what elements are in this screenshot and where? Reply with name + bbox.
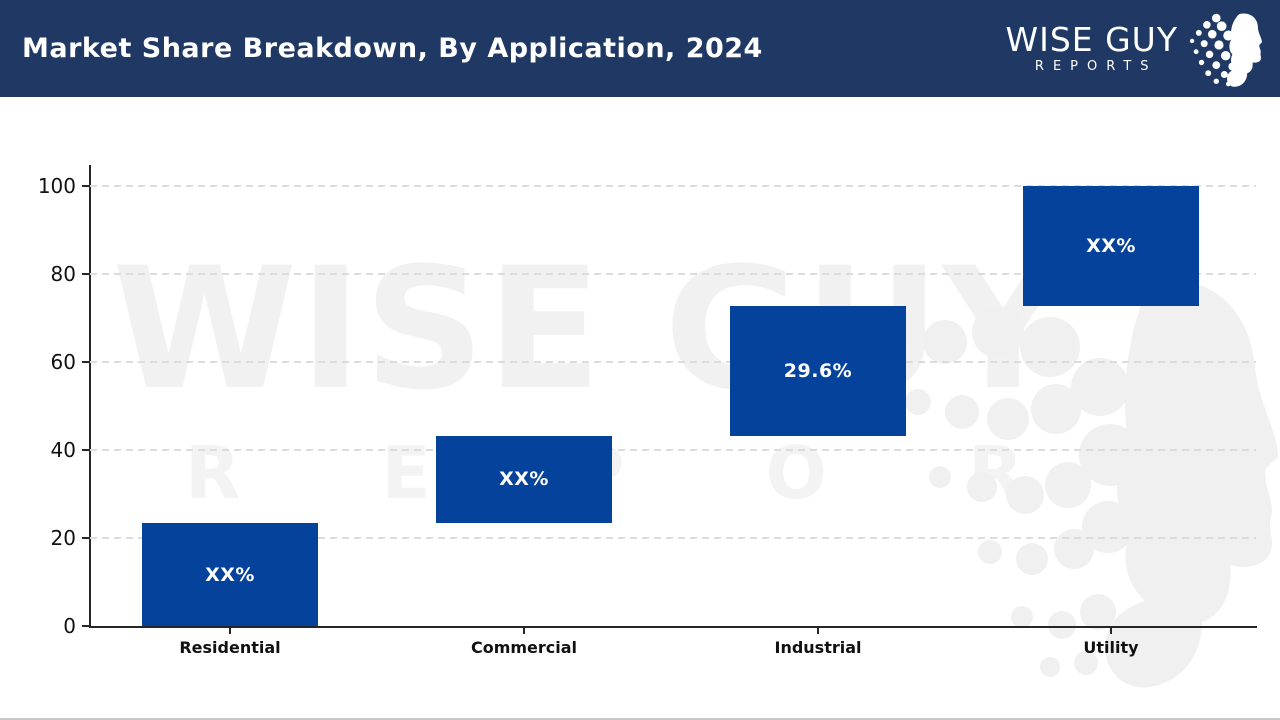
bar-industrial: 29.6% [730, 305, 906, 436]
logo-subtitle: REPORTS [1034, 59, 1158, 75]
wiseguy-logo-text: WISE GUY REPORTS [1005, 19, 1178, 75]
x-tick-mark-industrial [817, 628, 819, 634]
x-axis-label-utility: Utility [1083, 638, 1139, 657]
y-tick-label-100: 100 [37, 174, 76, 198]
bar-utility: XX% [1023, 186, 1199, 306]
y-tick-mark-60 [82, 361, 90, 363]
bar-residential: XX% [142, 523, 318, 626]
gridline-y-20 [90, 537, 1256, 539]
gridline-y-40 [90, 449, 1256, 451]
chart-title: Market Share Breakdown, By Application, … [22, 33, 763, 64]
x-axis-line [89, 626, 1257, 628]
y-tick-label-0: 0 [63, 614, 76, 638]
x-tick-mark-residential [229, 628, 231, 634]
y-tick-mark-20 [82, 537, 90, 539]
gridline-y-100 [90, 185, 1256, 187]
bar-value-label-commercial: XX% [499, 468, 549, 491]
y-tick-mark-40 [82, 449, 90, 451]
bar-value-label-utility: XX% [1086, 234, 1136, 257]
x-tick-mark-commercial [523, 628, 525, 634]
y-tick-mark-0 [82, 625, 90, 627]
x-axis-label-commercial: Commercial [470, 638, 578, 657]
header-bar: Market Share Breakdown, By Application, … [0, 0, 1280, 97]
x-axis-label-industrial: Industrial [774, 638, 862, 657]
bar-commercial: XX% [436, 435, 612, 524]
y-tick-label-60: 60 [50, 350, 76, 374]
y-tick-label-20: 20 [50, 526, 76, 550]
wiseguy-logo: WISE GUY REPORTS [1005, 6, 1266, 92]
y-tick-mark-80 [82, 273, 90, 275]
bar-value-label-industrial: 29.6% [783, 359, 853, 382]
y-tick-label-80: 80 [50, 262, 76, 286]
logo-wordmark: WISE GUY [1005, 19, 1178, 59]
gridline-y-80 [90, 273, 1256, 275]
y-axis-spine [89, 165, 91, 628]
x-tick-mark-utility [1110, 628, 1112, 634]
wiseguy-face-icon [1189, 12, 1262, 87]
bar-value-label-residential: XX% [205, 563, 255, 586]
watermark-face-dots [836, 281, 1278, 688]
y-tick-label-40: 40 [50, 438, 76, 462]
gridline-y-60 [90, 361, 1256, 363]
y-tick-mark-100 [82, 185, 90, 187]
x-axis-label-residential: Residential [179, 638, 281, 657]
